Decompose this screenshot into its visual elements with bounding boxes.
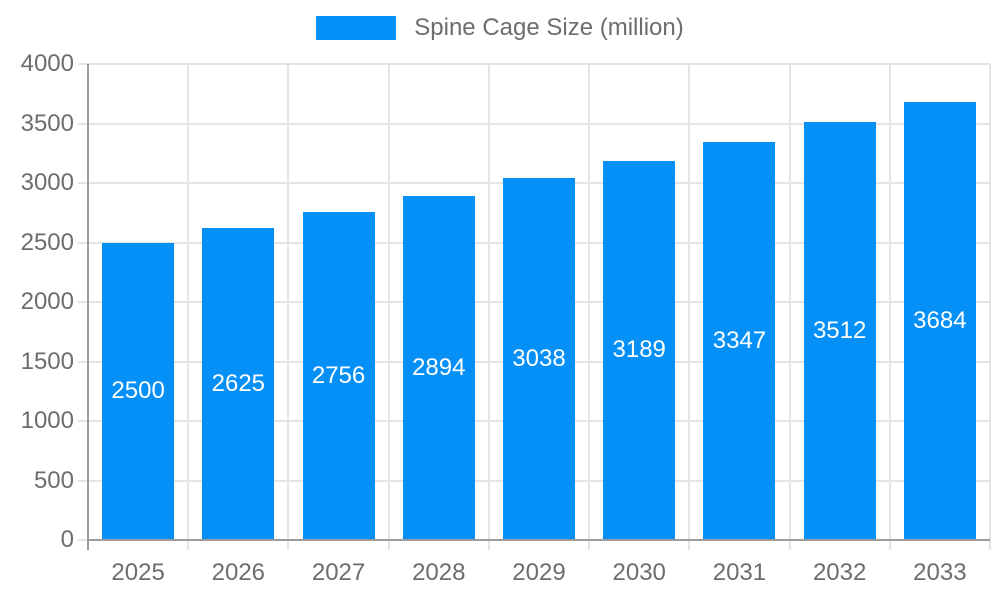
- gridline-vertical: [788, 64, 791, 550]
- x-tick-label: 2029: [512, 559, 566, 586]
- y-tick: [78, 479, 88, 482]
- bar: [803, 122, 876, 540]
- gridline-vertical: [387, 64, 390, 550]
- gridline-vertical: [688, 64, 691, 550]
- x-tick-label: 2027: [311, 559, 366, 586]
- y-tick-label: 0: [60, 526, 74, 553]
- bar-value-label: 2500: [111, 377, 165, 405]
- bar-value-label: 3684: [913, 306, 967, 334]
- y-tick-label: 3500: [20, 109, 74, 137]
- bar-value-label: 3038: [512, 345, 566, 373]
- x-tick-label: 2026: [211, 559, 266, 586]
- bar: [402, 195, 475, 540]
- bar: [202, 227, 275, 540]
- bar: [102, 242, 175, 540]
- gridline-vertical: [187, 64, 190, 550]
- y-tick-label: 4000: [20, 50, 74, 77]
- y-tick: [78, 301, 88, 303]
- bar: [302, 212, 375, 540]
- x-tick-label: 2032: [812, 559, 867, 586]
- y-axis-line: [87, 64, 89, 550]
- legend-label: Spine Cage Size (million): [414, 14, 684, 41]
- bar-value-label: 2894: [412, 353, 466, 381]
- legend: Spine Cage Size (million): [0, 14, 1000, 42]
- y-tick: [78, 241, 88, 244]
- bar: [503, 178, 575, 540]
- x-axis-line: [88, 539, 990, 541]
- gridline-vertical: [989, 64, 991, 550]
- y-tick: [78, 182, 88, 184]
- x-tick-label: 2031: [712, 559, 767, 586]
- x-tick-label: 2030: [612, 559, 666, 586]
- x-tick-label: 2025: [111, 559, 165, 586]
- bar-value-label: 3512: [812, 317, 867, 345]
- bar-value-label: 3347: [712, 326, 767, 354]
- y-tick: [78, 539, 88, 541]
- y-tick-label: 3000: [20, 169, 74, 196]
- x-tick-label: 2028: [412, 559, 466, 586]
- gridline-horizontal: [88, 63, 990, 65]
- bar-value-label: 2756: [311, 362, 366, 390]
- bar: [703, 141, 776, 540]
- gridline-horizontal: [88, 122, 990, 125]
- bar: [903, 101, 976, 540]
- bar: [603, 160, 676, 540]
- y-tick-label: 500: [33, 466, 74, 494]
- y-tick-label: 1500: [20, 347, 74, 375]
- gridline-vertical: [287, 64, 290, 550]
- y-tick-label: 2500: [20, 228, 74, 256]
- bar-value-label: 3189: [612, 336, 666, 364]
- gridline-vertical: [487, 64, 490, 550]
- bar-value-label: 2625: [211, 369, 266, 397]
- gridline-vertical: [588, 64, 591, 550]
- y-tick-label: 1000: [20, 407, 74, 434]
- legend-swatch: [316, 16, 397, 40]
- y-tick: [78, 122, 88, 125]
- x-tick-label: 2033: [913, 559, 967, 586]
- gridline-vertical: [888, 64, 891, 550]
- y-tick-label: 2000: [20, 288, 74, 315]
- y-tick: [78, 63, 88, 65]
- y-tick: [78, 360, 88, 363]
- y-tick: [78, 420, 88, 422]
